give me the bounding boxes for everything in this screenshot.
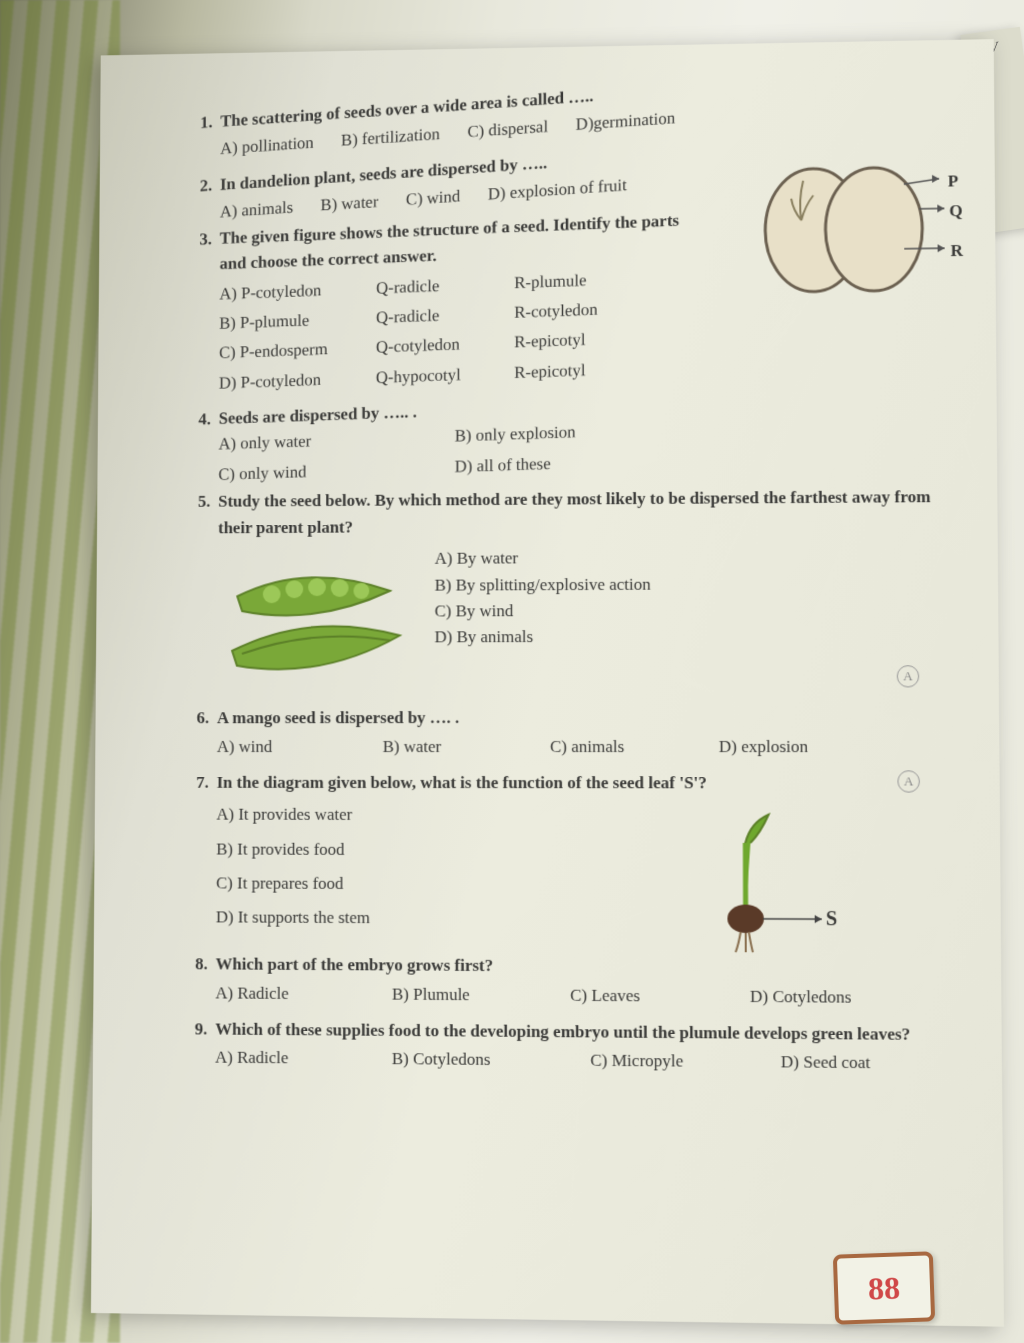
- question-number: 8.: [172, 951, 208, 978]
- option-cell: R-plumule: [514, 266, 643, 297]
- option-cell: R-epicotyl: [514, 326, 643, 357]
- margin-bubble-icon: A: [897, 770, 920, 792]
- option-cell: D) P-cotyledon: [219, 365, 376, 397]
- question-number: 7.: [173, 770, 209, 796]
- option: B) It provides food: [216, 836, 514, 863]
- option: A) By water: [435, 543, 937, 572]
- page-number-badge: 88: [833, 1251, 935, 1324]
- option-cell: B) P-plumule: [219, 306, 376, 338]
- option: B) water: [320, 189, 378, 219]
- option: B) By splitting/explosive action: [435, 570, 937, 598]
- question-stem: A mango seed is dispersed by …. .: [217, 705, 938, 732]
- page-number: 88: [867, 1269, 900, 1307]
- question-body: A) It provides water B) It provides food…: [216, 802, 940, 945]
- question-number: 3.: [177, 227, 212, 254]
- option: C) It prepares food: [216, 870, 514, 897]
- question-number: 2.: [177, 173, 212, 201]
- option: D) all of these: [455, 446, 694, 480]
- seed-label-p: P: [948, 169, 959, 195]
- option-cell: C) P-endosperm: [219, 335, 376, 367]
- question-number: 6.: [174, 706, 209, 732]
- question-options: A) It provides water B) It provides food…: [216, 802, 514, 933]
- option: A) Radicle: [215, 1045, 364, 1073]
- question-options: A) By water B) By splitting/explosive ac…: [435, 543, 938, 650]
- option-cell: R-epicotyl: [514, 356, 643, 387]
- question-number: 4.: [176, 407, 211, 434]
- question-options: A) Radicle B) Cotyledons C) Micropyle D)…: [215, 1045, 940, 1078]
- option-cell: Q-radicle: [376, 271, 514, 302]
- option: A) pollination: [220, 130, 314, 162]
- question-stem: Which part of the embryo grows first?: [216, 952, 940, 983]
- seed-label-q: Q: [949, 198, 963, 224]
- pea-pod-illustration: [217, 556, 395, 695]
- option: B) water: [383, 734, 522, 760]
- option: D) Seed coat: [781, 1049, 871, 1077]
- option-cell: A) P-cotyledon: [219, 276, 376, 308]
- option: C) dispersal: [467, 114, 548, 145]
- option: D) explosion: [719, 733, 808, 760]
- option-cell: Q-cotyledon: [376, 330, 514, 361]
- question-options-table: A) P-cotyledon Q-radicle R-plumule B) P-…: [219, 263, 704, 397]
- question-number: 1.: [178, 110, 213, 138]
- option: C) animals: [550, 733, 691, 759]
- option: C) Leaves: [570, 982, 721, 1010]
- option: C) only wind: [218, 454, 454, 488]
- question-3: 3. The given figure shows the structure …: [176, 198, 936, 398]
- option: D) It supports the stem: [216, 905, 514, 933]
- question-stem: Which of these supplies food to the deve…: [215, 1016, 940, 1048]
- question-9: 9. Which of these supplies food to the d…: [172, 1016, 941, 1077]
- option: C) Micropyle: [590, 1048, 752, 1076]
- option: B) fertilization: [341, 122, 440, 154]
- option: C) wind: [406, 184, 460, 213]
- question-5: 5. Study the seed below. By which method…: [174, 485, 938, 696]
- question-body: A) By water B) By splitting/explosive ac…: [217, 543, 938, 695]
- question-stem: Study the seed below. By which method ar…: [218, 485, 937, 542]
- option: D) By animals: [435, 623, 938, 651]
- seed-label-r: R: [950, 238, 963, 264]
- option-cell: Q-radicle: [376, 300, 514, 331]
- option: D) Cotyledons: [750, 983, 852, 1010]
- question-8: 8. Which part of the embryo grows first?…: [172, 951, 940, 1011]
- option: B) Cotyledons: [392, 1046, 562, 1074]
- option: A) It provides water: [216, 802, 514, 829]
- question-4: 4. Seeds are dispersed by ….. . A) only …: [175, 381, 936, 489]
- question-6: 6. A mango seed is dispersed by …. . A) …: [174, 705, 939, 760]
- question-number: 9.: [172, 1016, 208, 1043]
- option-cell: Q-hypocotyl: [376, 360, 514, 391]
- option: B) Plumule: [392, 981, 542, 1009]
- question-stem: In the diagram given below, what is the …: [217, 770, 939, 797]
- question-7: 7. In the diagram given below, what is t…: [172, 770, 939, 946]
- option: C) By wind: [435, 596, 938, 624]
- seedling-illustration: S: [690, 803, 802, 945]
- sprout-label-s: S: [826, 904, 837, 936]
- option: A) animals: [220, 195, 293, 226]
- question-number: 5.: [175, 489, 210, 515]
- option: D)germination: [576, 106, 675, 139]
- question-options: A) Radicle B) Plumule C) Leaves D) Cotyl…: [215, 980, 939, 1011]
- option-cell: R-cotyledon: [514, 296, 643, 327]
- option: A) wind: [217, 734, 355, 760]
- question-options: A) wind B) water C) animals D) explosion: [217, 733, 938, 760]
- textbook-page: 1. The scattering of seeds over a wide a…: [91, 39, 1004, 1327]
- option: A) Radicle: [215, 980, 364, 1007]
